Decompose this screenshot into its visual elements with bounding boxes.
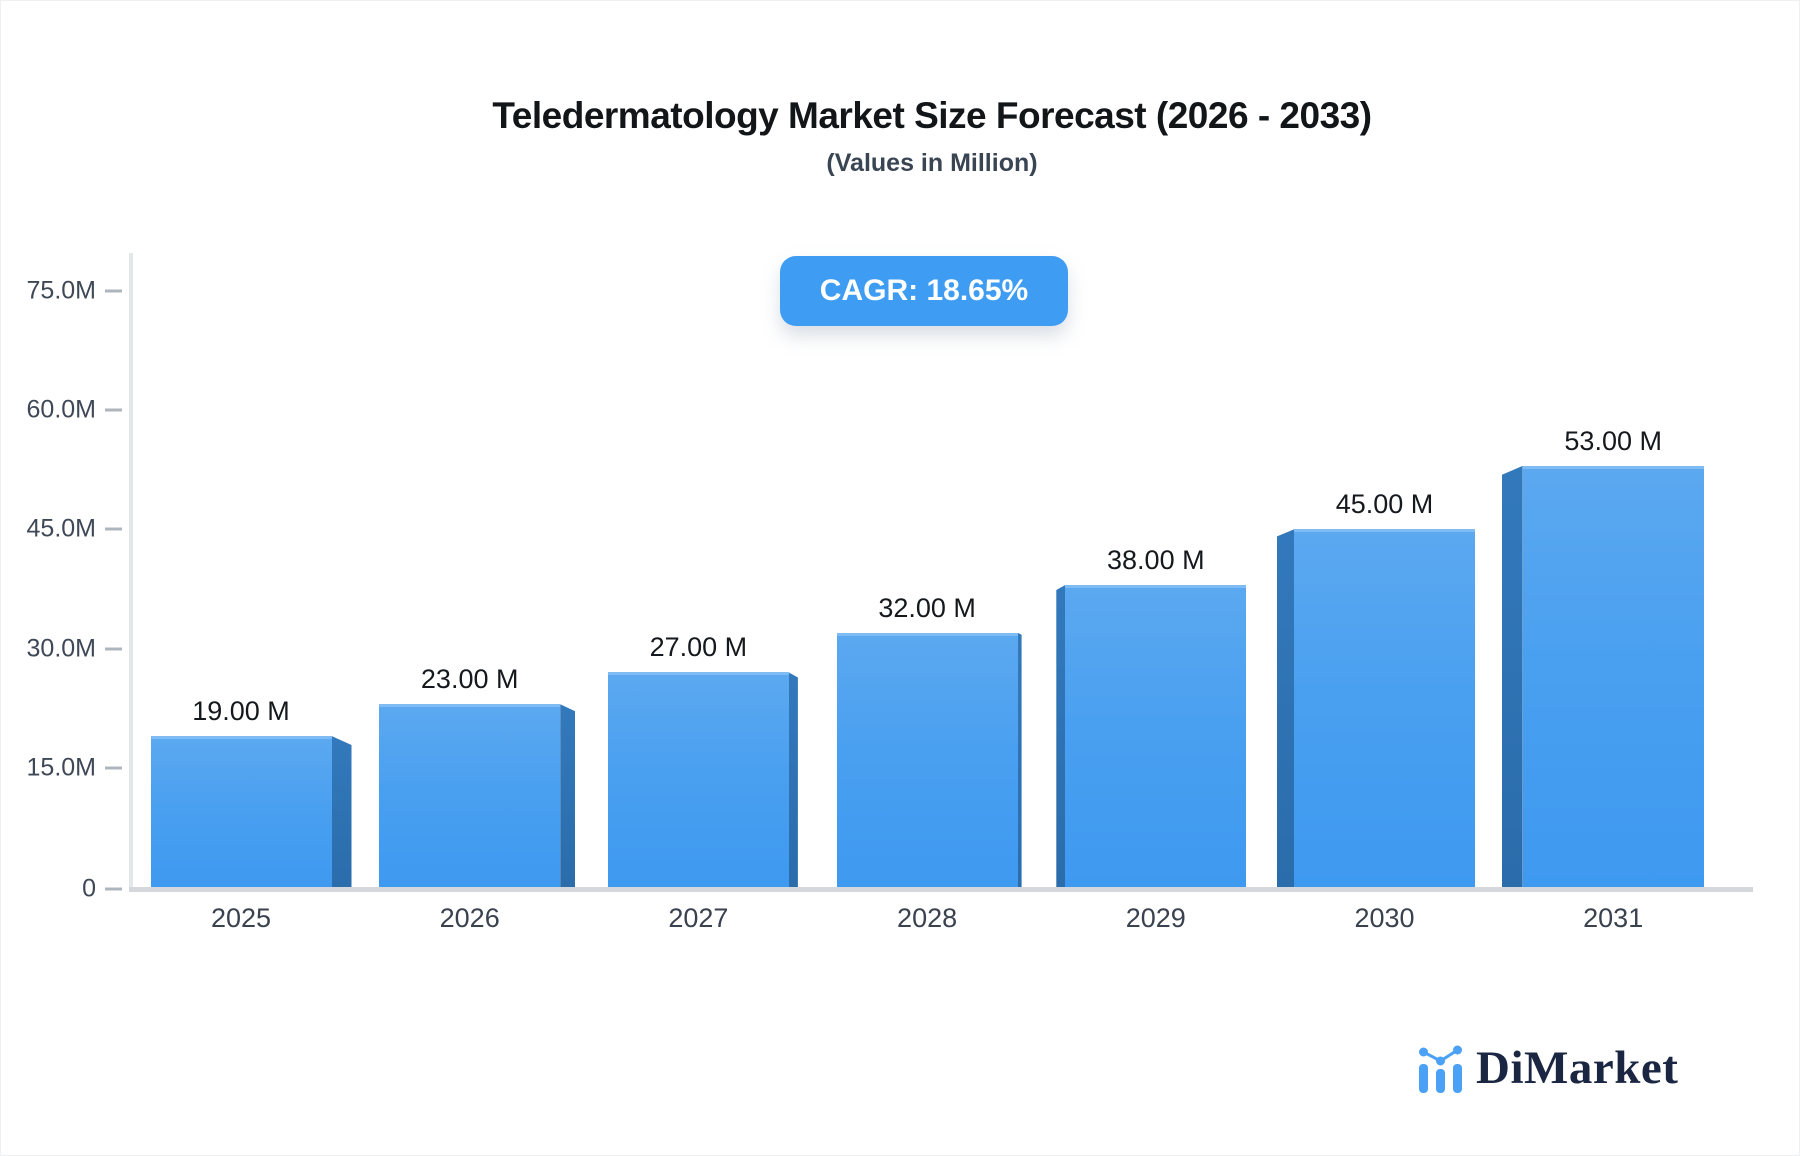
bar-side-face [560,704,576,887]
y-tick-label: 75.0M [26,276,96,305]
logo-text: DiMarket [1476,1042,1679,1094]
bar-front-face [836,632,1018,887]
bar-value-label: 27.00 M [649,632,748,663]
y-tick-mark [105,647,122,651]
x-tick-label: 2027 [668,903,729,933]
x-tick-label: 2028 [897,903,958,933]
bar-side-face [1277,529,1294,887]
y-tick-mark [105,527,122,531]
x-tick-label: 2030 [1354,903,1415,933]
bar-value-label: 53.00 M [1564,425,1662,456]
bar-side-face [1501,465,1523,887]
y-tick-label: 60.0M [26,395,96,424]
y-tick-label: 30.0M [26,634,96,663]
bar-side-face [788,672,798,887]
y-tick-mark [105,408,122,412]
x-tick-label: 2029 [1125,903,1186,933]
dimarket-logo: DiMarket [1417,1041,1678,1095]
bar-front-face [379,704,561,887]
y-tick-mark [105,766,122,770]
bar-value-label: 32.00 M [878,592,976,623]
bar-front-face [150,736,332,887]
x-axis-line [129,887,1753,892]
chart-title: Teledermatology Market Size Forecast (20… [492,95,1372,136]
x-tick-label: 2031 [1583,903,1644,933]
bar-front-face [1294,529,1475,887]
bar-side-face [331,736,352,887]
y-axis-line [129,253,133,892]
x-tick-label: 2026 [439,903,500,933]
y-tick-mark [105,887,122,891]
chart-subtitle: (Values in Million) [826,149,1038,177]
y-tick-label: 0 [82,874,96,903]
bar-value-label: 45.00 M [1335,489,1434,520]
bar-front-face [607,672,789,887]
bar-chart-trend-icon [1419,1045,1462,1093]
y-tick-mark [105,289,122,293]
y-tick-label: 15.0M [26,753,96,782]
bar-front-face [1065,585,1247,887]
bar-value-label: 23.00 M [420,664,519,695]
bar-value-label: 38.00 M [1107,545,1205,576]
y-tick-label: 45.0M [26,514,96,543]
cagr-badge: CAGR: 18.65% [780,256,1068,326]
x-tick-label: 2025 [210,903,272,933]
bar-side-face [1056,585,1066,887]
bar-front-face [1522,465,1704,887]
bar-side-face [1017,632,1022,887]
bar-value-label: 19.00 M [192,696,290,726]
